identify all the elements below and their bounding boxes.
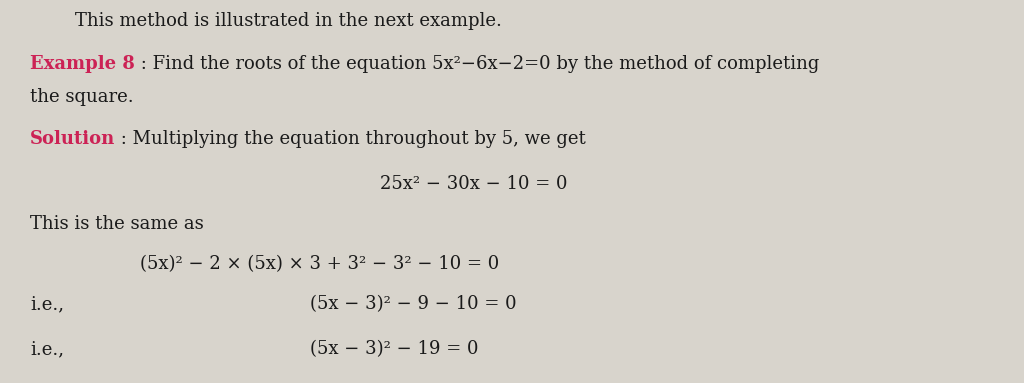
Text: Example 8: Example 8	[30, 55, 135, 73]
Text: i.e.,: i.e.,	[30, 340, 63, 358]
Text: : Multiplying the equation throughout by 5, we get: : Multiplying the equation throughout by…	[116, 130, 586, 148]
Text: This method is illustrated in the next example.: This method is illustrated in the next e…	[75, 12, 502, 30]
Text: This is the same as: This is the same as	[30, 215, 204, 233]
Text: the square.: the square.	[30, 88, 133, 106]
Text: : Find the roots of the equation 5x²−6x−2=0 by the method of completing: : Find the roots of the equation 5x²−6x−…	[135, 55, 819, 73]
Text: (5x − 3)² − 19 = 0: (5x − 3)² − 19 = 0	[310, 340, 478, 358]
Text: 25x² − 30x − 10 = 0: 25x² − 30x − 10 = 0	[380, 175, 567, 193]
Text: Solution: Solution	[30, 130, 116, 148]
Text: (5x − 3)² − 9 − 10 = 0: (5x − 3)² − 9 − 10 = 0	[310, 295, 517, 313]
Text: i.e.,: i.e.,	[30, 295, 63, 313]
Text: (5x)² − 2 × (5x) × 3 + 3² − 3² − 10 = 0: (5x)² − 2 × (5x) × 3 + 3² − 3² − 10 = 0	[140, 255, 500, 273]
